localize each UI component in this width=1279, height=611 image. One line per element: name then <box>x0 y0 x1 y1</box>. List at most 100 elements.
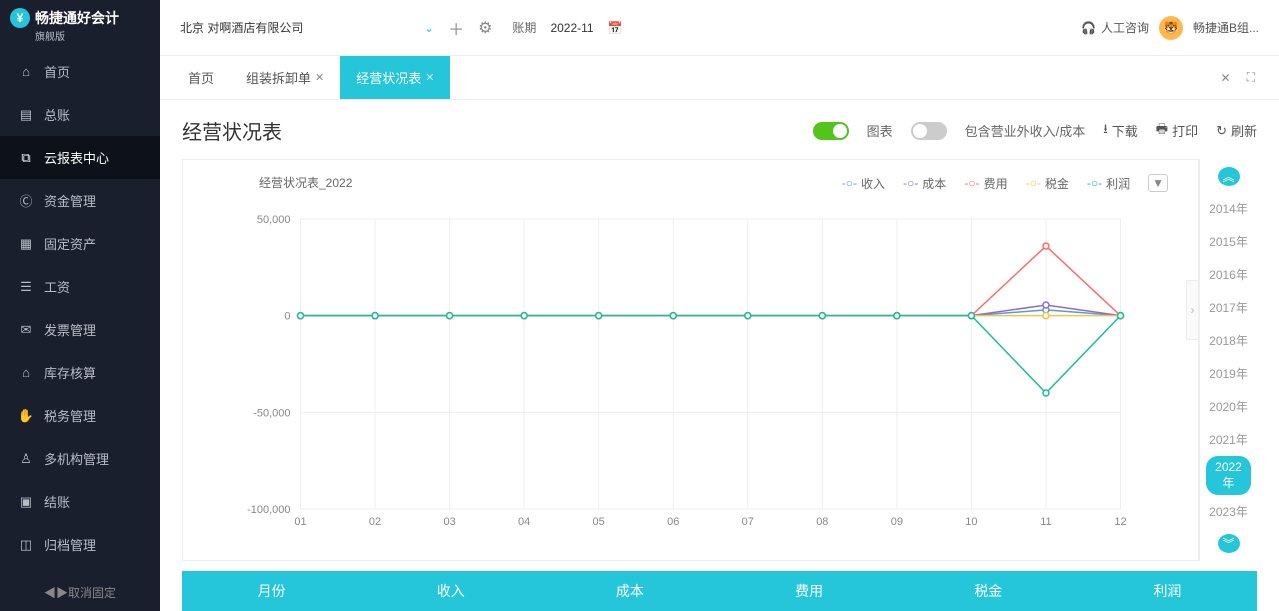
column-header: 利润 <box>1078 581 1257 601</box>
year-nav: ︽ 2014年2015年2016年2017年2018年2019年2020年202… <box>1199 159 1257 561</box>
consult-label: 人工咨询 <box>1101 19 1149 36</box>
legend-item[interactable]: -○-税金 <box>1026 175 1069 192</box>
nav-item-stock[interactable]: ⌂库存核算 <box>0 351 160 394</box>
headset-icon: 🎧 <box>1081 21 1096 35</box>
consult-button[interactable]: 🎧 人工咨询 <box>1081 19 1149 36</box>
period-label: 账期 <box>512 19 536 36</box>
close-icon[interactable]: ✕ <box>425 71 434 84</box>
print-icon: 🖶 <box>1156 120 1168 142</box>
archive-icon: ◫ <box>18 537 34 553</box>
tab[interactable]: 组装拆卸单✕ <box>230 56 340 99</box>
fund-icon: Ⓒ <box>18 193 34 209</box>
chart: 经营状况表_2022 -○-收入-○-成本-○-费用-○-税金-○-利润▼ -1… <box>182 159 1199 561</box>
svg-text:05: 05 <box>593 516 605 528</box>
brand-edition: 旗舰版 <box>35 28 150 43</box>
legend-item[interactable]: -○-成本 <box>903 175 946 192</box>
print-button[interactable]: 🖶打印 <box>1156 120 1198 142</box>
page-title: 经营状况表 <box>182 116 282 145</box>
legend-item[interactable]: -○-费用 <box>964 175 1007 192</box>
toggle-extra-label: 包含营业外收入/成本 <box>965 121 1086 140</box>
brand-name: 畅捷通好会计 <box>35 8 119 28</box>
svg-text:08: 08 <box>816 516 828 528</box>
fullscreen-button[interactable]: ⛶ <box>1243 66 1259 89</box>
nav-item-ledger[interactable]: ▤总账 <box>0 93 160 136</box>
nav-item-home[interactable]: ⌂首页 <box>0 50 160 93</box>
topbar: 北京 对啊酒店有限公司 ⌄ ＋ ⚙ 账期 2022-11 📅 🎧 人工咨询 🐯 … <box>160 0 1279 56</box>
nav-item-fund[interactable]: Ⓒ资金管理 <box>0 179 160 222</box>
year-item[interactable]: 2023年 <box>1200 495 1257 528</box>
column-header: 费用 <box>720 581 899 601</box>
nav-item-org[interactable]: ♙多机构管理 <box>0 437 160 480</box>
year-item[interactable]: 2021年 <box>1200 423 1257 456</box>
nav-item-invoice[interactable]: ✉发票管理 <box>0 308 160 351</box>
nav-item-archive[interactable]: ◫归档管理 <box>0 523 160 566</box>
toggle-chart[interactable] <box>813 122 849 140</box>
year-up-button[interactable]: ︽ <box>1218 167 1240 186</box>
ledger-icon: ▤ <box>18 107 34 123</box>
asset-icon: ▦ <box>18 236 34 252</box>
column-header: 成本 <box>540 581 719 601</box>
svg-text:-50,000: -50,000 <box>253 407 290 419</box>
content-header: 经营状况表 图表 包含营业外收入/成本 ⭳下载 🖶打印 ↻刷新 <box>160 100 1279 153</box>
sidebar: ¥ 畅捷通好会计 旗舰版 ⌂首页▤总账⧉云报表中心Ⓒ资金管理▦固定资产☰工资✉发… <box>0 0 160 611</box>
chart-legend: -○-收入 -○-成本 -○-费用 -○-税金 -○-利润 ▼ <box>842 174 1168 192</box>
year-item[interactable]: 2015年 <box>1200 225 1257 258</box>
legend-item[interactable]: -○-收入 <box>842 175 885 192</box>
download-button[interactable]: ⭳下载 <box>1103 120 1138 142</box>
close-icon: ▣ <box>18 494 34 510</box>
save-view-icon[interactable]: ▼ <box>1148 174 1168 192</box>
svg-text:11: 11 <box>1040 516 1051 528</box>
svg-text:-100,000: -100,000 <box>247 504 290 516</box>
main: 北京 对啊酒店有限公司 ⌄ ＋ ⚙ 账期 2022-11 📅 🎧 人工咨询 🐯 … <box>160 0 1279 611</box>
refresh-button[interactable]: ↻刷新 <box>1216 121 1257 140</box>
svg-text:07: 07 <box>742 516 754 528</box>
chart-canvas: -100,000-50,000050,000010203040506070809… <box>199 195 1172 535</box>
nav-item-tax[interactable]: ✋税务管理 <box>0 394 160 437</box>
home-icon: ⌂ <box>18 64 34 80</box>
nav-item-close[interactable]: ▣结账 <box>0 480 160 523</box>
column-header: 收入 <box>361 581 540 601</box>
year-item[interactable]: 2020年 <box>1200 390 1257 423</box>
nav-item-salary[interactable]: ☰工资 <box>0 265 160 308</box>
company-name: 北京 对啊酒店有限公司 <box>180 19 303 36</box>
company-select[interactable]: 北京 对啊酒店有限公司 <box>180 19 410 36</box>
year-item[interactable]: 2014年 <box>1200 192 1257 225</box>
chevron-down-icon[interactable]: ⌄ <box>424 21 434 35</box>
column-header: 月份 <box>182 581 361 601</box>
svg-text:03: 03 <box>443 516 455 528</box>
year-item[interactable]: 2022年 <box>1206 456 1251 495</box>
brand-icon: ¥ <box>10 8 30 28</box>
svg-text:50,000: 50,000 <box>257 214 291 226</box>
nav-item-report[interactable]: ⧉云报表中心 <box>0 136 160 179</box>
tab[interactable]: 首页 <box>172 56 230 99</box>
tab[interactable]: 经营状况表✕ <box>340 56 450 99</box>
svg-text:02: 02 <box>369 516 381 528</box>
pin-toggle[interactable]: ◀▶取消固定 <box>0 574 160 611</box>
nav-item-asset[interactable]: ▦固定资产 <box>0 222 160 265</box>
close-tab-button[interactable]: ✕ <box>1217 67 1235 89</box>
nav: ⌂首页▤总账⧉云报表中心Ⓒ资金管理▦固定资产☰工资✉发票管理⌂库存核算✋税务管理… <box>0 50 160 574</box>
year-down-button[interactable]: ︾ <box>1218 534 1240 553</box>
add-button[interactable]: ＋ <box>448 16 464 40</box>
stock-icon: ⌂ <box>18 365 34 381</box>
svg-text:01: 01 <box>294 516 306 528</box>
year-item[interactable]: 2019年 <box>1200 357 1257 390</box>
svg-text:0: 0 <box>284 311 290 323</box>
year-item[interactable]: 2018年 <box>1200 324 1257 357</box>
avatar[interactable]: 🐯 <box>1159 16 1183 40</box>
period-value[interactable]: 2022-11 <box>550 21 593 35</box>
close-icon[interactable]: ✕ <box>315 71 324 84</box>
download-icon: ⭳ <box>1103 120 1108 142</box>
legend-item[interactable]: -○-利润 <box>1087 175 1130 192</box>
invoice-icon: ✉ <box>18 322 34 338</box>
toggle-chart-label: 图表 <box>867 121 893 140</box>
calendar-icon[interactable]: 📅 <box>608 21 623 35</box>
year-item[interactable]: 2017年 <box>1200 291 1257 324</box>
toggle-extra[interactable] <box>911 122 947 140</box>
year-item[interactable]: 2016年 <box>1200 258 1257 291</box>
collapse-handle[interactable]: › <box>1186 280 1198 340</box>
user-name[interactable]: 畅捷通B组... <box>1193 19 1259 36</box>
column-header: 税金 <box>899 581 1078 601</box>
settings-icon[interactable]: ⚙ <box>478 18 492 38</box>
svg-text:06: 06 <box>667 516 679 528</box>
